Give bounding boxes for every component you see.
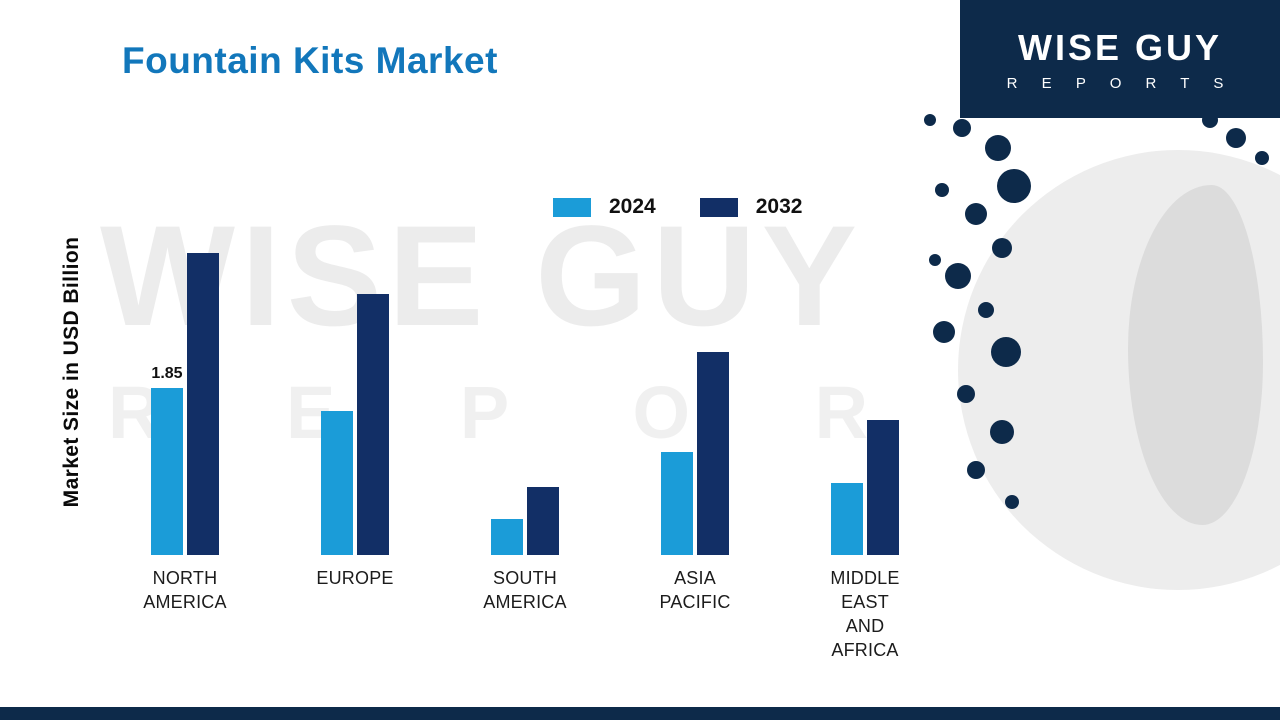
bars-europe	[321, 294, 389, 555]
bar-chart: 1.85 NORTH AMERICA EUROPE SOUTH AMERICA ASIA…	[100, 253, 950, 663]
decorative-dot	[992, 238, 1012, 258]
bars-middle-east-and-africa	[831, 420, 899, 555]
bars-asia-pacific	[661, 352, 729, 555]
bar-2032-north-america	[187, 253, 219, 555]
category-label-europe: EUROPE	[316, 568, 394, 588]
legend-label-2024: 2024	[609, 195, 656, 218]
logo-subtitle: R E P O R T S	[1006, 74, 1234, 92]
legend-item-2032: 2032	[699, 195, 803, 219]
category-label-south-america: SOUTH AMERICA	[483, 568, 567, 612]
decorative-dot	[933, 321, 955, 343]
decorative-dot	[953, 119, 971, 137]
legend-item-2024: 2024	[553, 195, 656, 219]
legend-label-2032: 2032	[755, 195, 803, 218]
bar-group-south-america: SOUTH AMERICA	[465, 487, 585, 615]
bar-2032-asia-pacific	[697, 352, 729, 555]
bar-group-middle-east-and-africa: MIDDLE EAST AND AFRICA	[805, 420, 925, 663]
category-label-middle-east-and-africa: MIDDLE EAST AND AFRICA	[830, 568, 900, 660]
bars-north-america: 1.85	[151, 253, 219, 555]
decorative-dot	[985, 135, 1011, 161]
page-title: Fountain Kits Market	[122, 40, 498, 81]
logo-wordmark: WISE GUY	[1017, 26, 1223, 68]
decorative-dot	[945, 263, 971, 289]
bar-group-europe: EUROPE	[295, 294, 415, 591]
decorative-dot	[1226, 128, 1246, 148]
logo-face-profile	[1128, 185, 1263, 525]
bar-2024-south-america	[491, 519, 523, 555]
decorative-dot	[967, 461, 985, 479]
bar-2032-europe	[357, 294, 389, 555]
decorative-dot	[1005, 495, 1019, 509]
bar-2024-middle-east-and-africa	[831, 483, 863, 555]
legend-swatch-2024	[553, 197, 591, 217]
decorative-dot	[935, 183, 949, 197]
bars-south-america	[491, 487, 559, 555]
chart-legend: 2024 2032	[553, 195, 802, 219]
bar-2032-south-america	[527, 487, 559, 555]
footer-bar	[0, 707, 1280, 720]
decorative-dot	[997, 169, 1031, 203]
decorative-dot	[1255, 151, 1269, 165]
decorative-dot	[929, 254, 941, 266]
bar-value-label: 1.85	[151, 365, 183, 382]
y-axis-label: Market Size in USD Billion	[60, 236, 83, 508]
bar-2024-asia-pacific	[661, 452, 693, 555]
decorative-dot	[990, 420, 1014, 444]
decorative-dot	[978, 302, 994, 318]
wiseguy-logo: WISE GUY R E P O R T S	[960, 0, 1280, 118]
category-label-asia-pacific: ASIA PACIFIC	[659, 568, 731, 612]
legend-swatch-2032	[699, 197, 738, 217]
decorative-dot	[957, 385, 975, 403]
decorative-dot	[991, 337, 1021, 367]
decorative-dot	[965, 203, 987, 225]
bar-2032-middle-east-and-africa	[867, 420, 899, 555]
decorative-dot	[924, 114, 936, 126]
bar-group-north-america: 1.85 NORTH AMERICA	[125, 253, 245, 615]
bar-2024-europe	[321, 411, 353, 555]
category-label-north-america: NORTH AMERICA	[143, 568, 227, 612]
bar-group-asia-pacific: ASIA PACIFIC	[635, 352, 755, 615]
bar-2024-north-america: 1.85	[151, 365, 183, 555]
